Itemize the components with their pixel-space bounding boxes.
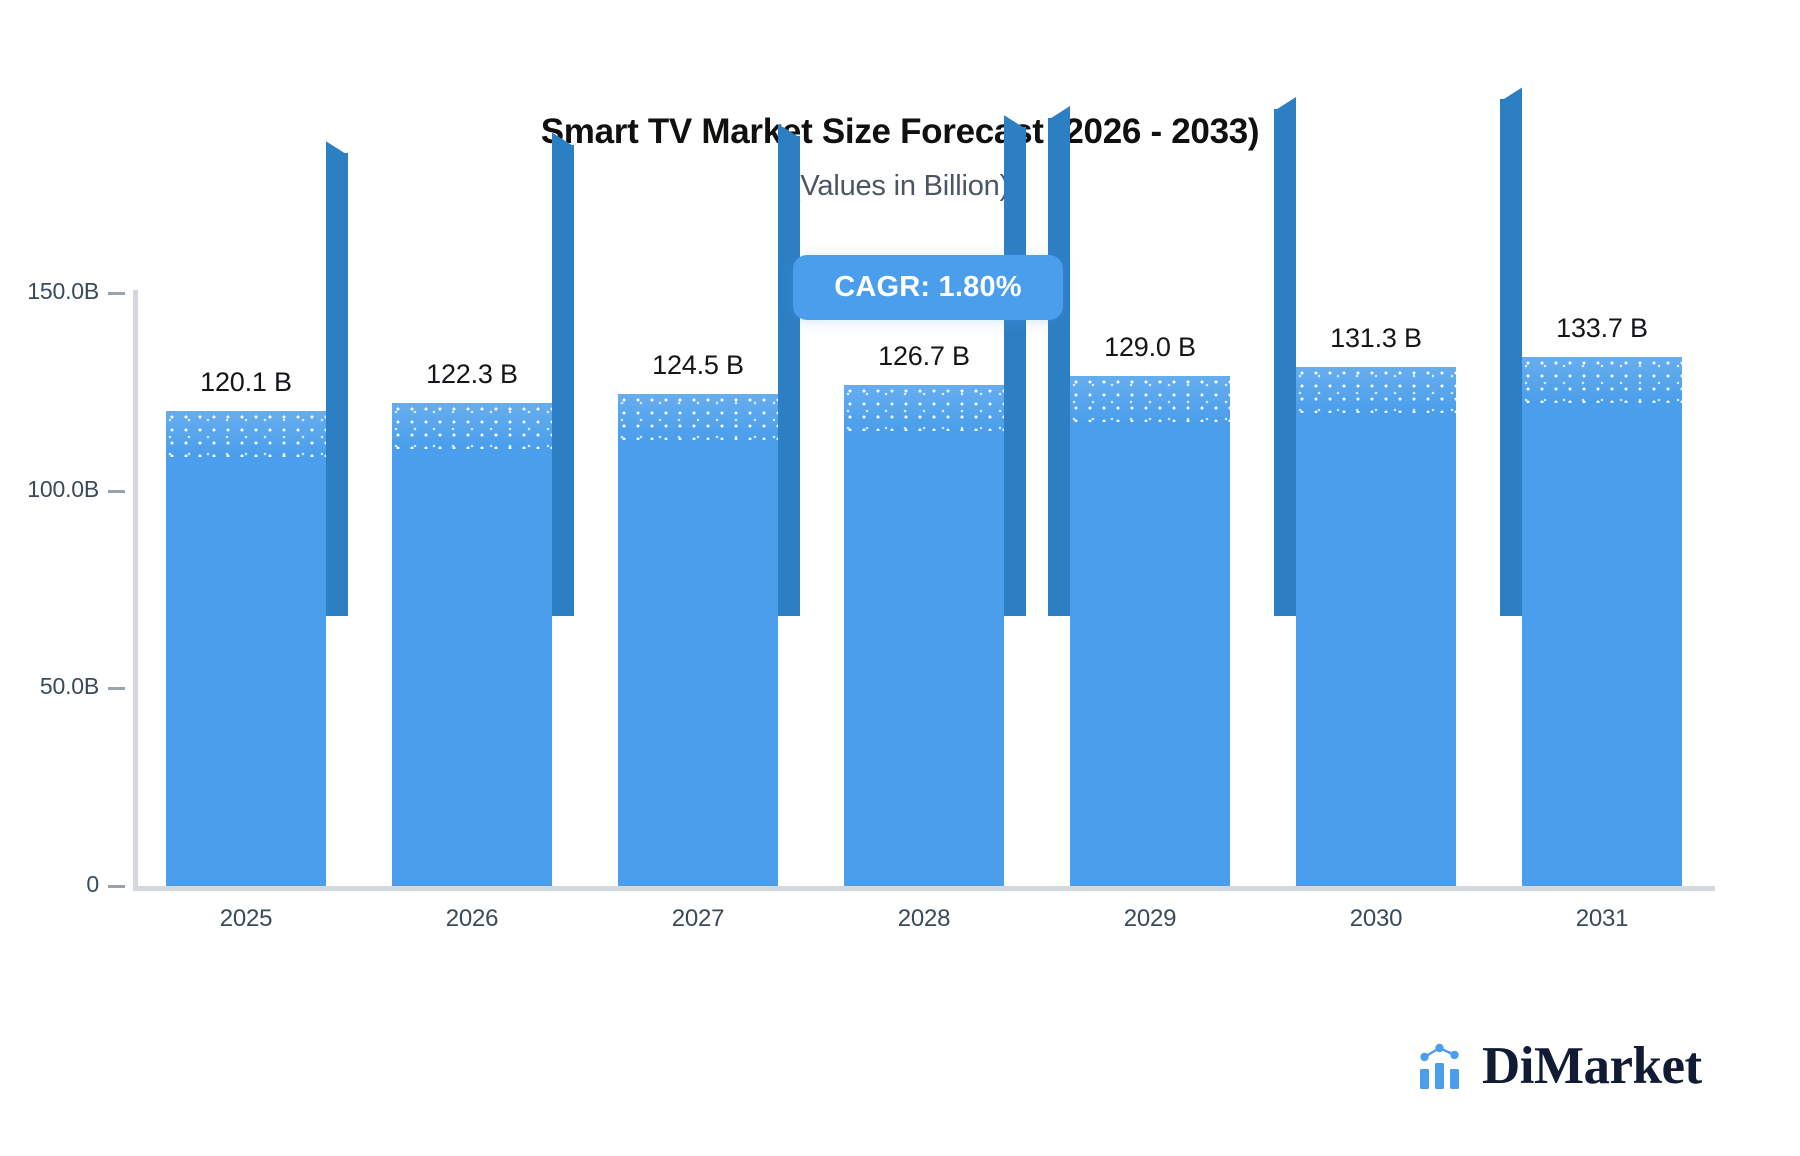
bar-side-face: [326, 153, 348, 616]
bar-front-face: [1296, 366, 1456, 886]
bar-value-label: 122.3 B: [426, 358, 518, 389]
bar-2026[interactable]: [392, 132, 574, 886]
y-axis-tick-mark: [108, 687, 125, 691]
x-axis-label-2031: 2031: [1575, 905, 1629, 932]
bar-side-face: [1500, 99, 1522, 616]
bar-2028[interactable]: [844, 115, 1026, 886]
chart-title: Smart TV Market Size Forecast (2026 - 20…: [540, 112, 1260, 151]
x-axis-label-2027: 2027: [671, 905, 725, 932]
bar-value-label: 131.3 B: [1330, 322, 1422, 353]
bar-top-bevel: [1274, 96, 1296, 111]
bar-front-face: [1070, 376, 1230, 886]
logo-text: DiMarket: [1482, 1037, 1702, 1095]
brand-logo: DiMarket: [1418, 1040, 1702, 1093]
bar-value-label: 133.7 B: [1556, 313, 1648, 344]
bar-value-label: 129.0 B: [1104, 332, 1196, 363]
bar-value-label: 124.5 B: [652, 349, 744, 380]
y-axis-tick-mark: [108, 292, 125, 295]
bar-2031[interactable]: [1500, 87, 1682, 886]
x-axis-label-2026: 2026: [445, 905, 499, 932]
bar-top-bevel: [1500, 87, 1522, 102]
bar-front-face: [844, 385, 1004, 886]
y-axis-tick-label: 0: [86, 871, 99, 897]
bar-side-face: [1274, 108, 1296, 616]
bar-top-bevel: [1048, 106, 1070, 121]
cagr-badge: CAGR: 1.80%: [793, 255, 1063, 320]
x-axis-label-2025: 2025: [219, 905, 273, 932]
bar-2025[interactable]: [166, 141, 348, 886]
bar-value-label: 126.7 B: [878, 341, 970, 372]
x-axis-label-2029: 2029: [1123, 905, 1177, 932]
y-axis-tick-label: 50.0B: [39, 673, 99, 700]
bar-front-face: [618, 393, 778, 886]
bar-side-face: [552, 144, 574, 616]
bar-side-face: [778, 135, 800, 616]
bar-front-face: [392, 402, 552, 886]
bar-front-face: [1522, 357, 1682, 886]
bar-2030[interactable]: [1274, 96, 1456, 886]
y-axis-tick-mark: [108, 885, 125, 888]
bar-value-label: 120.1 B: [200, 367, 292, 398]
x-axis-label-2030: 2030: [1349, 905, 1403, 932]
x-axis-label-2028: 2028: [897, 905, 951, 932]
bar-2027[interactable]: [618, 123, 800, 886]
bar-chart-icon: [1420, 1043, 1459, 1089]
y-axis-tick-label: 150.0B: [27, 278, 99, 304]
chart-subtitle: (Values in Billion): [790, 170, 1010, 202]
x-axis-line: [133, 886, 1715, 891]
y-axis-line: [133, 290, 138, 890]
bar-side-face: [1048, 118, 1070, 616]
y-axis-tick-label: 100.0B: [27, 475, 99, 502]
bar-front-face: [166, 411, 326, 886]
bar-side-face: [1004, 127, 1026, 616]
y-axis-tick-mark: [108, 489, 125, 493]
bar-2029[interactable]: [1048, 106, 1230, 886]
